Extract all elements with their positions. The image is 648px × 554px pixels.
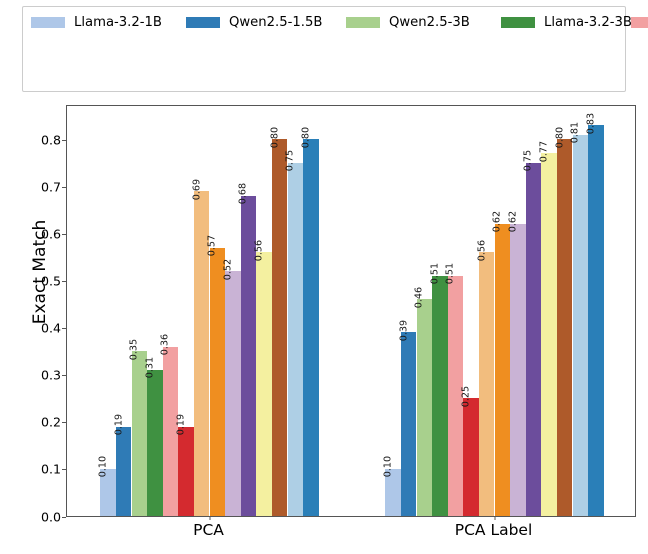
y-axis-tick-mark: [62, 186, 66, 188]
bar-value-label: 0.80: [300, 126, 312, 149]
legend-item-label: Llama-3.2-1B: [74, 14, 162, 30]
y-axis-tick-mark: [62, 422, 66, 424]
bar-value-label: 0.36: [159, 333, 171, 356]
y-axis-tick-mark: [62, 469, 66, 471]
bar: 0.80: [269, 127, 288, 516]
legend-item: Qwen2.5-3B: [346, 13, 501, 32]
legend-color-swatch: [501, 17, 535, 28]
bar: 0.46: [414, 287, 433, 516]
bar-value-label: 0.75: [522, 150, 534, 172]
bar: 0.25: [461, 386, 479, 516]
bar: 0.83: [585, 113, 604, 516]
bar: 0.39: [398, 320, 417, 516]
x-axis-tick-mark: [209, 516, 210, 520]
x-axis-tick-label: PCA Label: [454, 521, 533, 539]
y-axis: 0.0 0.1 0.2 0.3 0.4 0.5 0.6 0.7 0.8: [0, 105, 66, 524]
bar: 0.68: [238, 183, 257, 516]
y-axis-tick-mark: [62, 139, 66, 141]
y-axis-tick-mark: [62, 233, 66, 235]
y-axis-tick-label: 0.7: [40, 179, 61, 195]
legend-color-swatch: [346, 17, 380, 28]
bar-value-label: 0.77: [538, 140, 550, 163]
bar: 0.77: [539, 141, 557, 516]
bar: 0.52: [222, 258, 241, 516]
bar-value-label: 0.10: [97, 456, 109, 478]
legend-item: Qwen2.5-1.5B: [186, 13, 346, 32]
bar-value-label: 0.52: [222, 258, 234, 280]
bar: 0.10: [383, 456, 401, 516]
y-axis-tick-label: 0.8: [40, 132, 61, 148]
bars-container: 0.10 0.19 0.35 0.31 0.36 0.19 0.69 0.57 0.52 0.68…: [67, 106, 635, 520]
bar-value-label: 0.10: [382, 456, 394, 478]
y-axis-label: Exact Match: [30, 219, 50, 325]
bar-value-label: 0.62: [507, 211, 519, 233]
bar: 0.19: [176, 414, 194, 516]
y-axis-tick-label: 0.6: [40, 226, 61, 242]
y-axis-tick-label: 0.1: [40, 461, 61, 477]
bar-value-label: 0.51: [429, 263, 441, 285]
bar-value-label: 0.56: [253, 239, 265, 262]
bar: 0.56: [476, 240, 495, 516]
bar: 0.35: [129, 339, 148, 516]
bar: 0.51: [445, 263, 464, 516]
y-axis-tick-mark: [62, 516, 66, 518]
bar: 0.56: [254, 240, 272, 516]
bar-value-label: 0.35: [128, 338, 140, 360]
bar-value-label: 0.39: [398, 319, 410, 342]
bar: 0.80: [300, 127, 319, 516]
bar: 0.75: [523, 150, 542, 516]
bar: 0.75: [285, 150, 304, 516]
bar-value-label: 0.31: [144, 357, 156, 379]
y-axis-tick-mark: [62, 375, 66, 377]
bar: 0.10: [98, 456, 116, 516]
y-axis-tick-label: 0.2: [40, 414, 61, 430]
plot-area: 0.10 0.19 0.35 0.31 0.36 0.19 0.69 0.57 0.52 0.68…: [66, 105, 636, 520]
legend-color-swatch: [186, 17, 220, 28]
bar-value-label: 0.81: [569, 121, 581, 144]
bar: 0.69: [191, 178, 210, 516]
legend-entries: Llama-3.2-1B Qwen2.5-1.5B Qwen2.5-3B Llama-…: [31, 13, 648, 32]
bar-value-label: 0.75: [284, 150, 296, 172]
legend-item-label: Qwen2.5-3B: [389, 14, 470, 30]
bar-value-label: 0.56: [476, 239, 488, 262]
legend-item: Phi-3.5-mini: [631, 13, 648, 32]
bar-value-label: 0.19: [113, 413, 125, 436]
bar-value-label: 0.46: [413, 286, 425, 309]
bar-value-label: 0.62: [491, 211, 503, 233]
x-axis-tick-label: PCA: [193, 521, 224, 539]
bar-value-label: 0.83: [585, 112, 597, 134]
bar-value-label: 0.19: [175, 413, 187, 436]
legend-item-label: Llama-3.2-3B: [544, 14, 632, 30]
legend-color-swatch: [31, 17, 65, 28]
y-axis-tick-label: 0.3: [40, 367, 61, 383]
bar: 0.80: [554, 127, 573, 516]
bar-value-label: 0.51: [444, 263, 456, 285]
bar: 0.62: [492, 211, 511, 516]
bar: 0.57: [207, 235, 226, 516]
bar-value-label: 0.69: [191, 178, 203, 200]
bar-value-label: 0.25: [460, 385, 472, 407]
chart-legend: Llama-3.2-1B Qwen2.5-1.5B Qwen2.5-3B Llama-…: [22, 6, 648, 92]
bar: 0.36: [160, 334, 179, 516]
bar: 0.31: [144, 357, 163, 516]
bar: 0.51: [429, 263, 448, 516]
bar: 0.81: [570, 122, 589, 516]
bar: 0.19: [113, 414, 132, 516]
x-axis-tick-mark: [494, 516, 495, 520]
y-axis-tick-label: 0.5: [40, 273, 61, 289]
bar-value-label: 0.57: [206, 234, 218, 257]
bar-value-label: 0.80: [554, 126, 566, 149]
bar-value-label: 0.68: [237, 183, 249, 205]
y-axis-tick-label: 0.0: [40, 509, 61, 524]
bar-value-label: 0.80: [269, 126, 281, 149]
bar: 0.62: [507, 211, 526, 516]
y-axis-tick-label: 0.4: [40, 320, 61, 336]
legend-item-label: Qwen2.5-1.5B: [229, 14, 323, 30]
legend-item: Llama-3.2-1B: [31, 13, 186, 32]
legend-item: Llama-3.2-3B: [501, 13, 632, 32]
y-axis-tick-mark: [62, 328, 66, 330]
legend-color-swatch: [631, 17, 648, 28]
y-axis-tick-mark: [62, 281, 66, 283]
